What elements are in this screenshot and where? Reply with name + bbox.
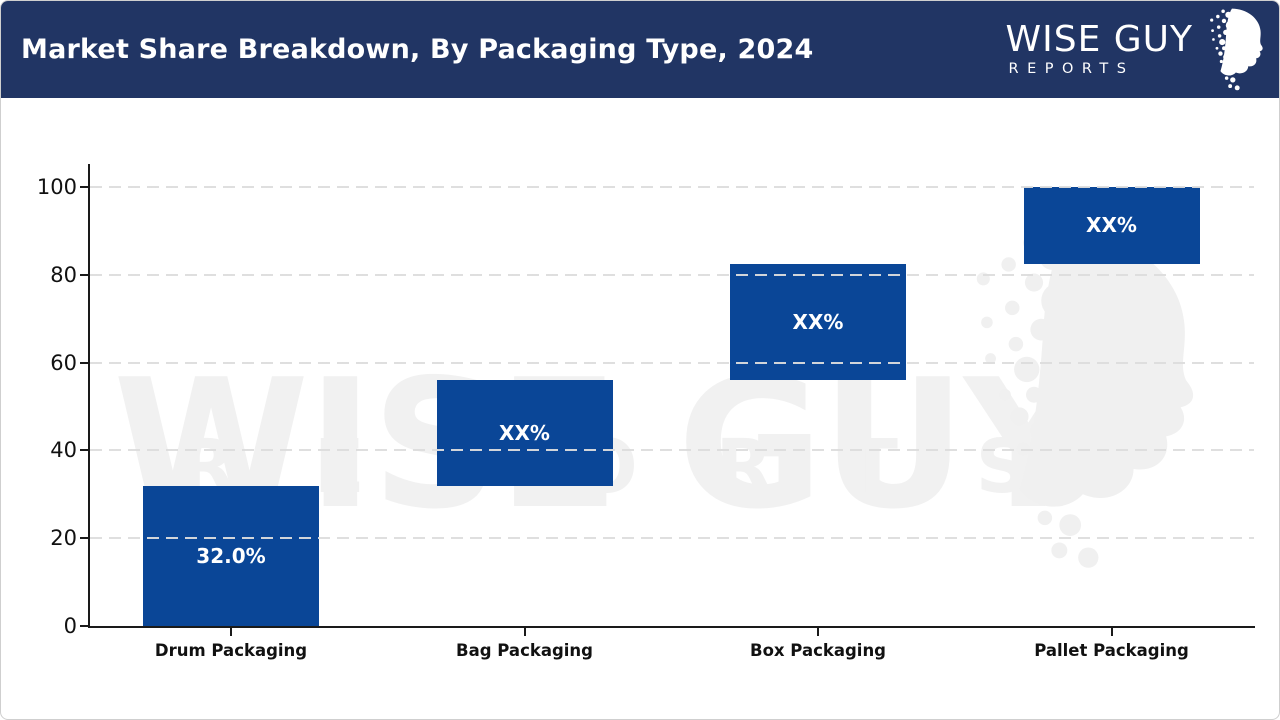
bar-value-label: XX%: [499, 420, 550, 445]
bar-drum-packaging: 32.0%: [143, 485, 319, 626]
bar-pallet-packaging: XX%: [1023, 187, 1200, 264]
y-tick-0: [80, 625, 88, 627]
y-tick-60: [80, 361, 88, 364]
y-tick-label-0: 0: [63, 614, 77, 638]
y-tick-label-60: 60: [50, 350, 77, 375]
brand-logo: WISE GUY REPORTS: [1006, 6, 1270, 94]
y-tick-40: [80, 449, 88, 452]
y-axis-spine: [88, 164, 90, 628]
gridline-40: [90, 449, 1254, 452]
bar-box-packaging: XX%: [730, 263, 906, 381]
chart-title: Market Share Breakdown, By Packaging Typ…: [21, 34, 814, 65]
gridline-100: [90, 186, 1254, 188]
header: Market Share Breakdown, By Packaging Typ…: [1, 1, 1279, 98]
brand-name: WISE GUY: [1005, 19, 1193, 60]
x-category-label-2: Box Packaging: [750, 641, 886, 660]
y-tick-label-100: 100: [36, 175, 77, 199]
x-category-label-0: Drum Packaging: [154, 641, 308, 660]
y-tick-20: [80, 537, 88, 540]
brand-logo-text: WISE GUY REPORTS: [1005, 19, 1194, 78]
x-category-label-3: Pallet Packaging: [1034, 641, 1189, 660]
gridline-20: [90, 537, 1254, 540]
bar-value-label: XX%: [792, 309, 844, 334]
gridline-60: [90, 361, 1254, 364]
bar-value-label: 32.0%: [196, 543, 266, 568]
x-tick-0: [230, 628, 232, 636]
bar-value-label: XX%: [1086, 213, 1137, 238]
bar-bag-packaging: XX%: [436, 380, 613, 486]
y-tick-label-80: 80: [50, 262, 77, 287]
x-tick-1: [523, 628, 526, 636]
x-tick-3: [1110, 628, 1113, 636]
brand-subtitle: REPORTS: [1008, 61, 1135, 77]
y-tick-label-20: 20: [50, 526, 77, 551]
y-tick-label-40: 40: [50, 438, 77, 463]
y-tick-100: [80, 186, 88, 188]
x-tick-2: [817, 628, 819, 636]
x-category-label-1: Bag Packaging: [456, 641, 593, 660]
y-tick-80: [80, 273, 88, 276]
x-axis-spine: [88, 626, 1255, 628]
gridline-80: [90, 273, 1254, 276]
